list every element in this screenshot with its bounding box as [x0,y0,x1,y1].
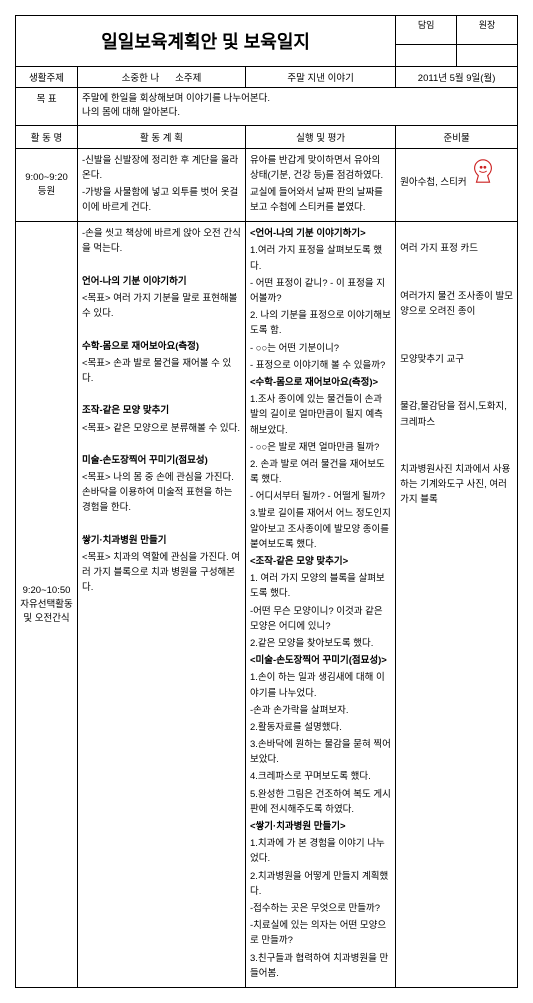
row2-materials: 여러 가지 표정 카드 여러가지 물건 조사종이 발모양으로 오려진 종이 모양… [396,222,518,988]
row1-materials: 원아수첩, 스티커 [396,148,518,222]
life-theme-value: 소중한 나 [122,73,160,84]
exec-lang-2: - 어떤 표정이 같니? - 이 표정을 지어볼까? [250,276,391,306]
mat1: 여러 가지 표정 카드 [400,241,513,256]
mat3: 모양맞추기 교구 [400,352,513,367]
exec-lang-5: - 표정으로 이야기해 볼 수 있을까? [250,358,391,373]
mat2: 여러가지 물건 조사종이 발모양으로 오려진 종이 [400,289,513,319]
row2-exec: <언어-나의 기분 이야기하기> 1.여러 가지 표정을 살펴보도록 했다. -… [246,222,396,988]
row1-exec-2: 교실에 들어와서 날짜 판의 날짜를 보고 수첩에 스티커를 붙였다. [250,185,391,215]
purpose-line1: 주말에 한일을 회상해보며 이야기를 나누어본다. [82,93,270,104]
stamp-icon [469,157,497,185]
block-goal: <목표> 치과의 역할에 관심을 가진다. 여러 가지 블록으로 치과 병원을 … [82,550,241,596]
purpose-line2: 나의 몸에 대해 알아본다. [82,107,180,118]
row2-plan: -손을 씻고 책상에 바르게 앉아 오전 간식을 먹는다. 언어-나의 기분 이… [78,222,246,988]
exec-math-title: <수학-몸으로 재어보아요(측정)> [250,375,391,390]
manip-goal: <목표> 같은 모양으로 분류해볼 수 있다. [82,421,241,436]
row1-plan-2: -가방을 사물함에 넣고 외투를 벗어 옷걸이에 바르게 건다. [82,185,241,215]
header-materials: 준비물 [396,125,518,148]
exec-block-2: 2.치과병원을 어떻게 만들지 계획했다. [250,869,391,899]
row1-time: 9:00~9:20 [25,172,68,183]
exec-lang-4: - ○○는 어떤 기분이니? [250,341,391,356]
row1-time-cell: 9:00~9:20 등원 [16,148,78,222]
row1-name: 등원 [38,186,55,197]
exec-manip-3: 2.같은 모양을 찾아보도록 했다. [250,636,391,651]
header-activity-plan: 활 동 계 획 [78,125,246,148]
mat4: 물감,물감담을 접시,도화지,크레파스 [400,399,513,429]
row2-intro: -손을 씻고 책상에 바르게 앉아 오전 간식을 먹는다. [82,226,241,256]
math-title: 수학-몸으로 재어보아요(측정) [82,339,241,354]
exec-lang-1: 1.여러 가지 표정을 살펴보도록 했다. [250,243,391,273]
header-activity-name: 활 동 명 [16,125,78,148]
exec-math-3: 2. 손과 발로 여러 물건을 재어보도록 했다. [250,457,391,487]
exec-math-1: 1.조사 종이에 있는 물건들이 손과 발의 길이로 얼마만큼이 될지 예측해보… [250,392,391,438]
row1-exec: 유아를 반갑게 맞이하면서 유아의 상태(기분, 건강 등)를 점검하였다. 교… [246,148,396,222]
exec-block-5: 3.친구들과 협력하여 치과병원을 만들어봄. [250,951,391,981]
doc-title: 일일보육계획안 및 보육일지 [16,16,396,67]
exec-art-title: <미술-손도장찍어 꾸미기(점묘성)> [250,653,391,668]
purpose-label: 목 표 [16,88,78,126]
manip-title: 조작-같은 모양 맞추기 [82,403,241,418]
document-table: 일일보육계획안 및 보육일지 담임 원장 생활주제 소중한 나 소주제 주말 지… [15,15,518,988]
header-execution: 실행 및 평가 [246,125,396,148]
exec-math-2: - ○○은 발로 재면 얼마만큼 될까? [250,440,391,455]
art-goal: <목표> 나의 몸 중 손에 관심을 가진다. 손바닥을 이용하여 미술적 표현… [82,470,241,516]
row1-exec-1: 유아를 반갑게 맞이하면서 유아의 상태(기분, 건강 등)를 점검하였다. [250,153,391,183]
row2-time-cell: 9:20~10:50 자유선택활동 및 오전간식 [16,222,78,988]
exec-art-6: 5.완성한 그림은 건조하여 복도 게시판에 전시해주도록 하였다. [250,787,391,817]
exec-block-title: <쌓기·치과병원 만들기> [250,819,391,834]
exec-block-3: -접수하는 곳은 무엇으로 만들까? [250,901,391,916]
sign-label-2: 원장 [457,16,518,45]
row1-plan-1: -신발을 신발장에 정리한 후 계단을 올라온다. [82,153,241,183]
exec-lang-3: 2. 나의 기분을 표정으로 이야기해보도록 함. [250,308,391,338]
row2-name: 자유선택활동 및 오전간식 [20,599,72,624]
purpose-cell: 주말에 한일을 회상해보며 이야기를 나누어본다. 나의 몸에 대해 알아본다. [78,88,518,126]
row2-time: 9:20~10:50 [23,585,71,596]
exec-art-4: 3.손바닥에 원하는 물감을 묻혀 찍어보았다. [250,737,391,767]
exec-manip-title: <조작-같은 모양 맞추기> [250,554,391,569]
lang-goal: <목표> 여러 가지 기분을 말로 표현해볼 수 있다. [82,291,241,321]
art-title: 미술-손도장찍어 꾸미기(점묘성) [82,453,241,468]
exec-manip-1: 1. 여러 가지 모양의 블록을 살펴보도록 했다. [250,571,391,601]
exec-block-1: 1.치과에 가 본 경험을 이야기 나누었다. [250,836,391,866]
exec-art-2: -손과 손가락을 살펴보자. [250,703,391,718]
date-value: 2011년 5월 9일(월) [396,67,518,88]
sub-theme-label: 소주제 [175,73,201,84]
sub-theme-value: 주말 지낸 이야기 [246,67,396,88]
sign-label-1: 담임 [396,16,457,45]
block-title: 쌓기·치과병원 만들기 [82,533,241,548]
exec-block-4: -치료실에 있는 의자는 어떤 모양으로 만들까? [250,918,391,948]
row1-plan: -신발을 신발장에 정리한 후 계단을 올라온다. -가방을 사물함에 넣고 외… [78,148,246,222]
sign-box-1 [396,45,457,67]
lang-title: 언어-나의 기분 이야기하기 [82,274,241,289]
life-theme-label: 생활주제 [16,67,78,88]
exec-art-3: 2.활동자료를 설명했다. [250,720,391,735]
math-goal: <목표> 손과 발로 물건을 재어볼 수 있다. [82,356,241,386]
sign-box-2 [457,45,518,67]
exec-manip-2: -어떤 무슨 모양이니? 이것과 같은 모양은 어디에 있니? [250,604,391,634]
exec-math-4: - 어디서부터 될까? - 어떨게 될까? [250,489,391,504]
exec-lang-title: <언어-나의 기분 이야기하기> [250,226,391,241]
exec-math-5: 3.발로 길이를 재어서 어느 정도인지 알아보고 조사종이에 발모양 종이를 … [250,506,391,552]
row1-mat: 원아수첩, 스티커 [400,177,466,188]
exec-art-5: 4.크레파스로 꾸며보도록 했다. [250,769,391,784]
mat5: 치과병원사진 치과에서 사용하는 기계와도구 사진, 여러 가지 블록 [400,462,513,508]
exec-art-1: 1.손이 하는 일과 생김새에 대해 이야기를 나누었다. [250,670,391,700]
